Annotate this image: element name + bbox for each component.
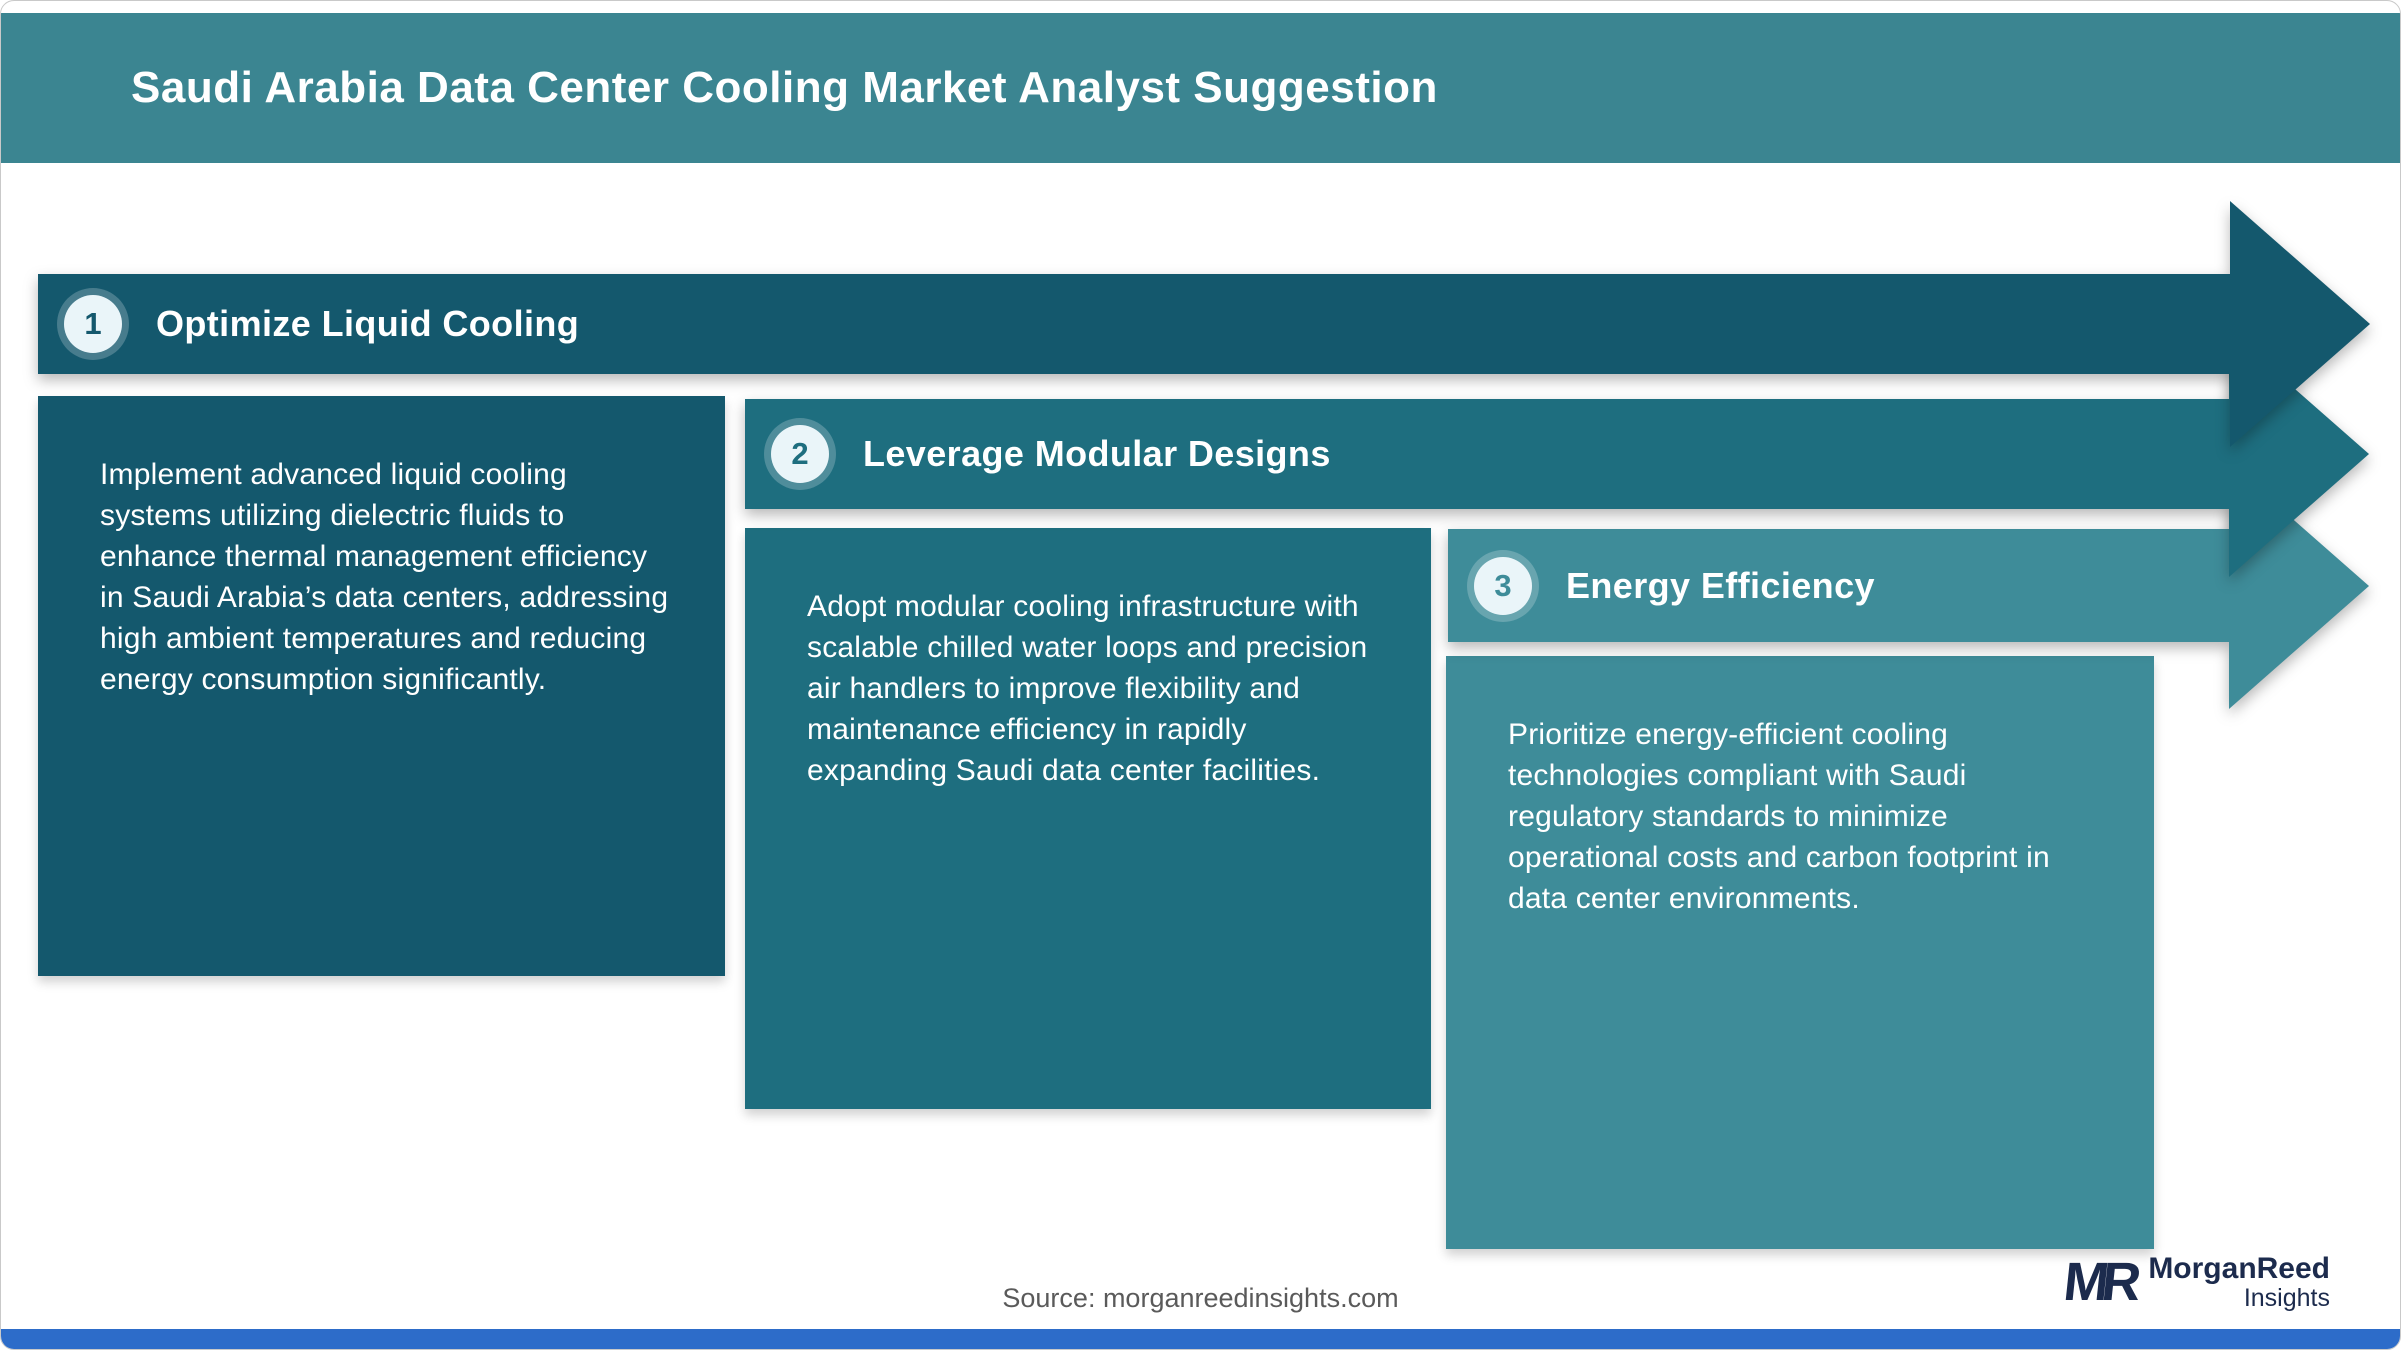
- page-title: Saudi Arabia Data Center Cooling Market …: [131, 63, 1438, 112]
- header-banner: Saudi Arabia Data Center Cooling Market …: [1, 13, 2400, 163]
- step2-title: Leverage Modular Designs: [863, 433, 1331, 474]
- step1-number-badge: 1: [64, 295, 122, 353]
- step1-description-box: Implement advanced liquid cooling system…: [38, 396, 725, 976]
- morganreed-logo-text: MorganReed Insights: [2148, 1253, 2330, 1311]
- morganreed-logo: MR MorganReed Insights: [2061, 1251, 2330, 1312]
- step1-arrow: 1 Optimize Liquid Cooling: [38, 201, 2370, 447]
- step3-arrow-band: 3 Energy Efficiency: [1448, 529, 2229, 642]
- step1-arrow-band: 1 Optimize Liquid Cooling: [38, 274, 2230, 374]
- step1-title: Optimize Liquid Cooling: [156, 303, 580, 344]
- step3-number-badge: 3: [1474, 556, 1532, 615]
- step2-number-badge: 2: [771, 425, 829, 483]
- source-attribution: Source: morganreedinsights.com: [1002, 1283, 1399, 1313]
- step3-description-box: Prioritize energy-efficient cooling tech…: [1446, 656, 2154, 1249]
- step1-arrowhead-icon: [2230, 201, 2370, 447]
- step3-title: Energy Efficiency: [1566, 564, 1875, 606]
- step2-description-box: Adopt modular cooling infrastructure wit…: [745, 528, 1431, 1109]
- bottom-accent-bar: [1, 1329, 2400, 1349]
- logo-company-name: MorganReed: [2148, 1252, 2330, 1285]
- morganreed-monogram-icon: MR: [2061, 1251, 2138, 1312]
- step2-arrow-band: 2 Leverage Modular Designs: [745, 399, 2229, 509]
- logo-tagline: Insights: [2243, 1283, 2330, 1312]
